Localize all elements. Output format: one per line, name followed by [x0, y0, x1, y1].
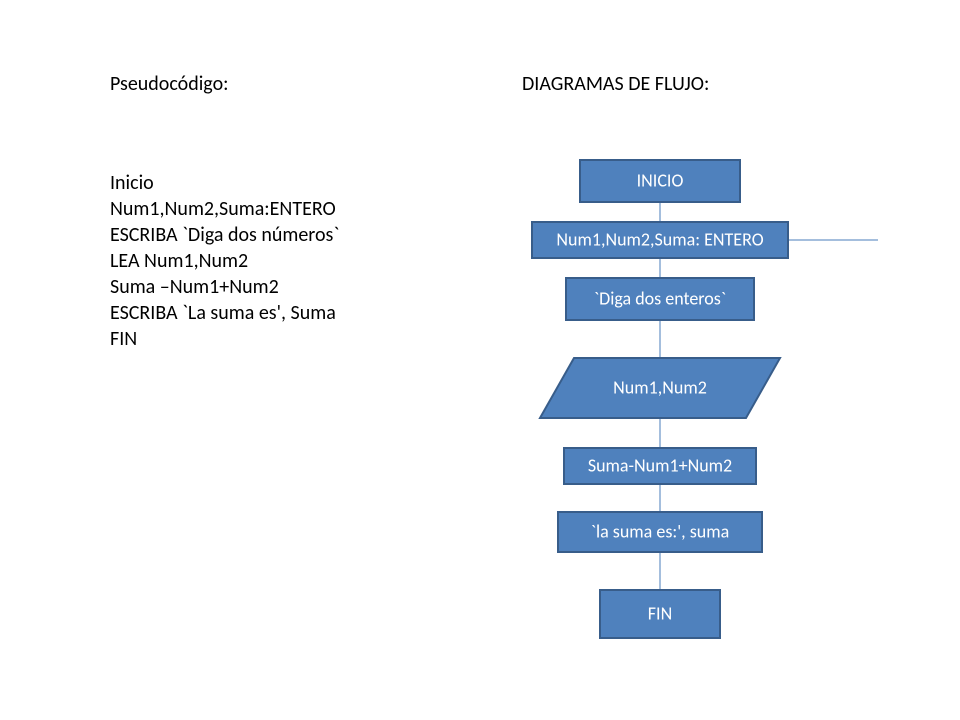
flow-node-n4: Num1,Num2 — [540, 358, 780, 418]
flow-node-label: Num1,Num2,Suma: ENTERO — [556, 228, 763, 250]
flow-node-n6: `la suma es:', suma — [558, 512, 762, 552]
flow-node-n5: Suma-Num1+Num2 — [564, 448, 756, 484]
flow-node-n2: Num1,Num2,Suma: ENTERO — [532, 222, 788, 258]
flow-node-label: `la suma es:', suma — [591, 520, 729, 542]
flow-node-n7: FIN — [600, 590, 720, 638]
flow-node-label: Suma-Num1+Num2 — [588, 454, 732, 476]
flow-node-label: FIN — [648, 602, 672, 624]
flow-node-label: `Diga dos enteros` — [594, 287, 726, 309]
flowchart: INICIO Num1,Num2,Suma: ENTERO `Diga dos en… — [0, 0, 960, 720]
flow-node-n3: `Diga dos enteros` — [566, 278, 754, 320]
flow-node-label: INICIO — [637, 169, 684, 191]
flow-node-label: Num1,Num2 — [613, 376, 707, 398]
flow-node-n1: INICIO — [580, 160, 740, 202]
